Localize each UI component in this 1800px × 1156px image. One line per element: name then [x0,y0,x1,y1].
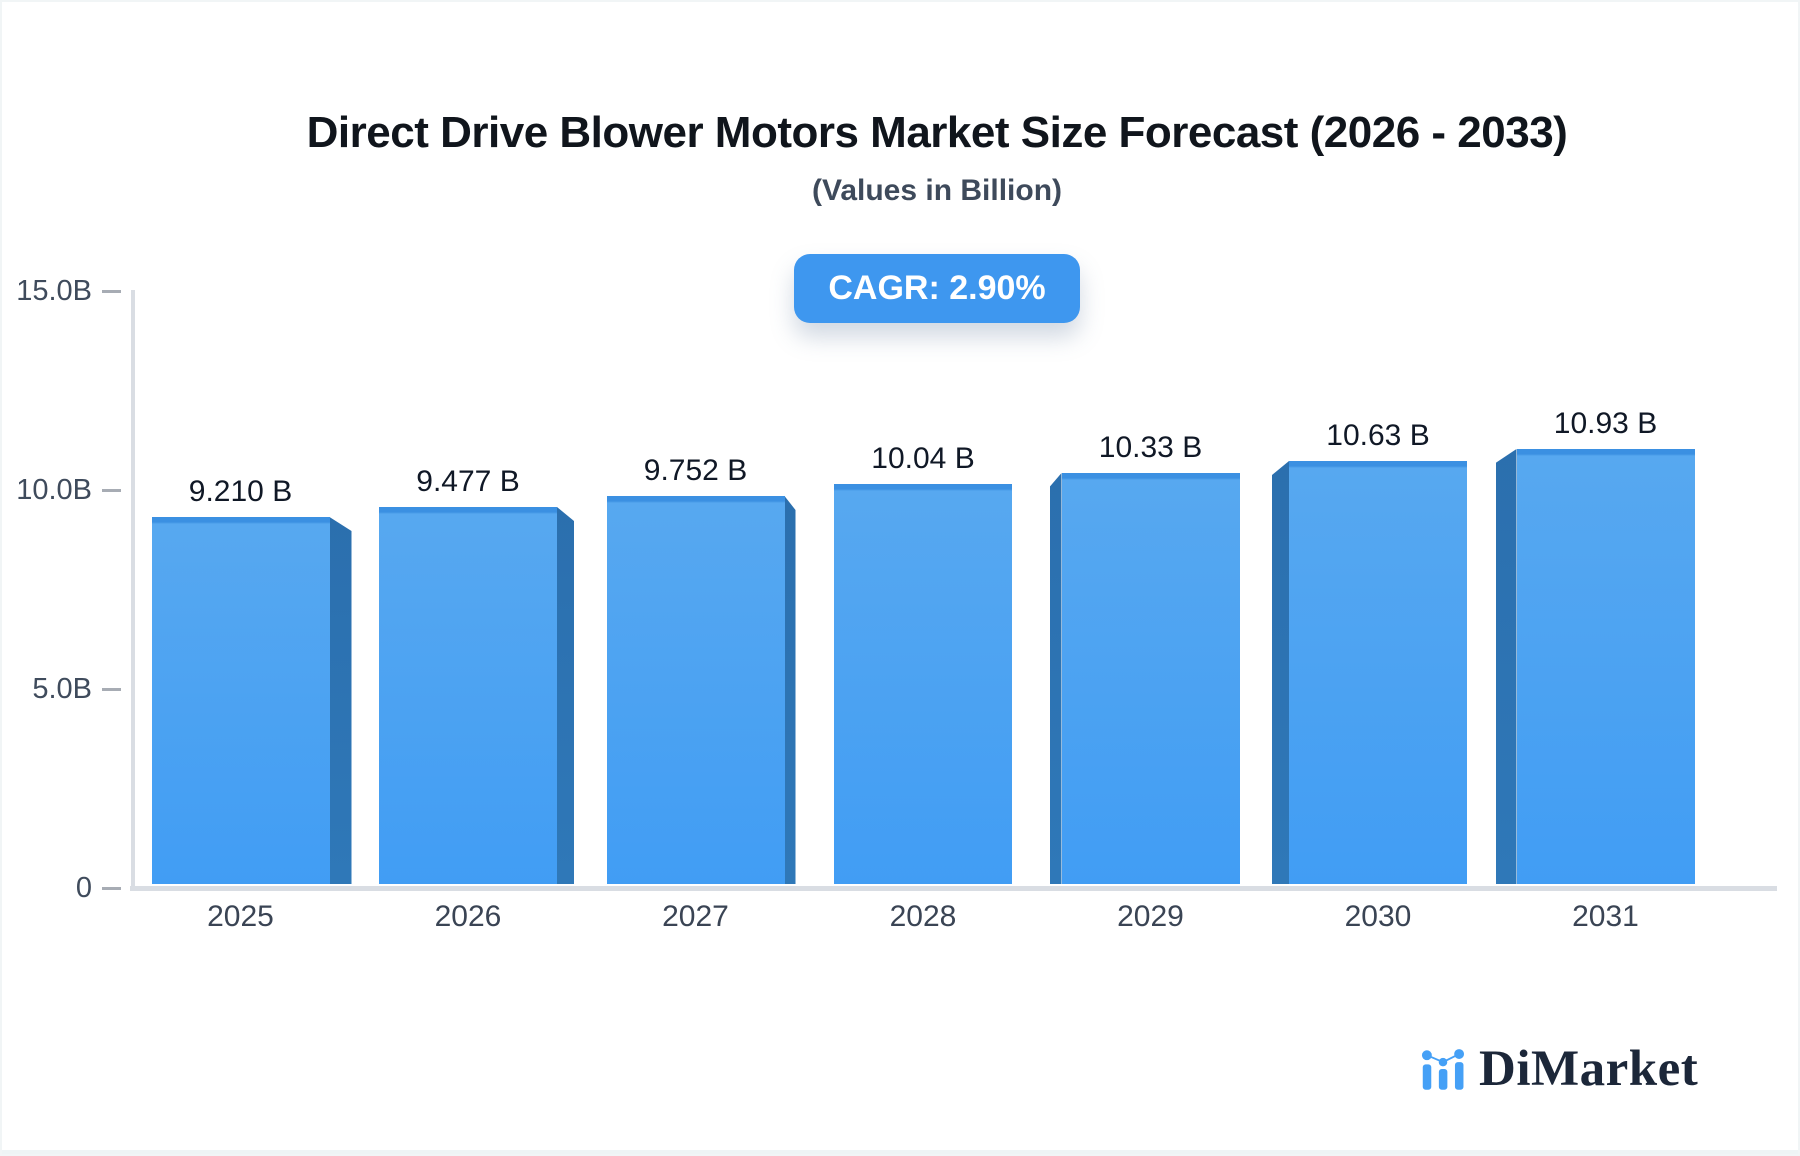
x-axis-label: 2029 [1117,900,1184,933]
brand-name: DiMarket [1479,1041,1699,1097]
chart-subtitle: (Values in Billion) [811,174,1063,207]
y-tick-mark [102,687,121,691]
x-axis-label: 2028 [889,900,957,933]
bar-2030[interactable]: 10.63 B 2030 [1272,419,1467,933]
brand-watermark: DiMarket [1420,1040,1698,1098]
bar-2026[interactable]: 9.477 B 2026 [379,465,574,933]
bar-value-label: 9.210 B [188,475,293,508]
cagr-badge-wrap: CAGR: 2.90% [72,254,1798,323]
chart-title: Direct Drive Blower Motors Market Size F… [306,108,1568,157]
y-axis-line [131,290,135,888]
y-tick-mark [102,289,121,293]
y-tick-label: 15.0B [16,275,92,307]
bar-face [1289,461,1467,884]
y-tick-label: 5.0B [32,673,92,705]
bar-face [834,484,1012,884]
bottom-edge-strip [2,1150,1798,1154]
x-axis-line [130,886,1777,891]
dimarket-logo-icon [1421,1049,1465,1090]
x-axis-label: 2027 [662,900,729,933]
bar-face [606,496,785,884]
y-tick-label: 10.0B [16,474,92,506]
bar-2025[interactable]: 9.210 B 2025 [151,475,352,933]
y-tick-mark [102,886,121,890]
x-axis-label: 2030 [1344,900,1412,933]
y-tick-label: 0 [75,872,92,904]
bar-2029[interactable]: 10.33 B 2029 [1049,431,1240,933]
x-axis-label: 2031 [1572,900,1639,933]
bar-3d-side [1495,449,1517,884]
bar-3d-side [1049,473,1062,884]
bar-value-label: 9.752 B [643,454,748,487]
bar-3d-side [557,507,574,884]
bar-face [379,507,557,884]
bar-value-label: 10.93 B [1553,407,1658,440]
y-tick-mark [102,488,121,492]
bar-3d-side [329,517,352,884]
bar-2027[interactable]: 9.752 B 2027 [606,454,796,933]
x-axis-label: 2026 [434,900,502,933]
bar-value-label: 10.04 B [871,442,975,475]
bar-2028[interactable]: 10.04 B 2028 [834,442,1012,933]
bar-3d-side [1272,461,1289,884]
bar-3d-side [784,496,796,884]
bar-value-label: 10.33 B [1098,431,1203,464]
bar-face [1516,449,1695,884]
bar-face [151,517,330,884]
bar-value-label: 10.63 B [1326,419,1430,452]
bar-2031[interactable]: 10.93 B 2031 [1495,407,1695,933]
cagr-badge: CAGR: 2.90% [794,254,1080,323]
x-axis-label: 2025 [207,900,274,933]
bar-value-label: 9.477 B [416,465,520,498]
bar-face [1061,473,1240,884]
